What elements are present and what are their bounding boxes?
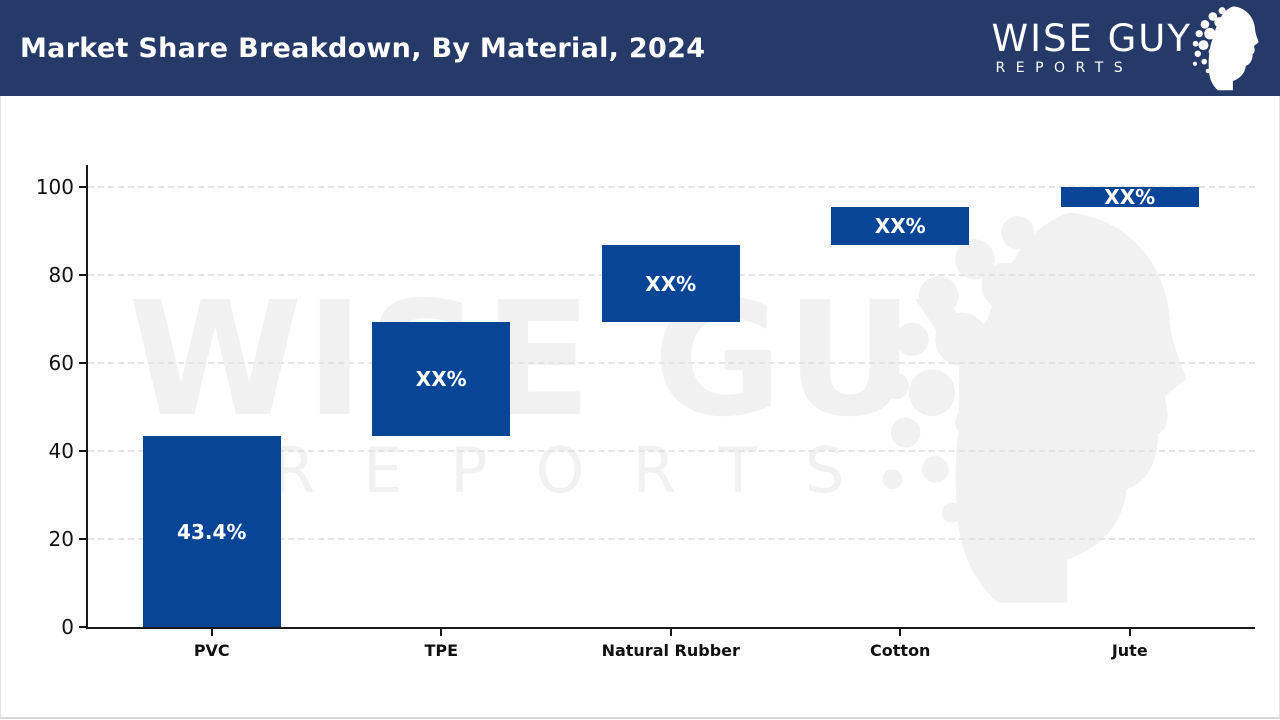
watermark-subtext: REPORTS [272,434,893,507]
y-axis-tick-label: 40 [48,439,74,463]
y-axis-tick [79,274,88,276]
y-axis-tick [79,626,88,628]
y-axis-tick-label: 80 [48,263,74,287]
y-axis-tick-label: 0 [61,615,74,639]
bar-value-label: XX% [415,367,467,392]
x-axis-category-label: Jute [1111,641,1148,660]
x-axis-tick [210,629,213,636]
watermark-text: WISE GUY [128,268,1035,452]
bar-tpe [372,322,511,437]
x-axis-category-label: Natural Rubber [601,641,740,660]
logo-wordmark: WISE GUY [991,17,1192,60]
gridline [88,538,1255,540]
y-axis-tick [79,538,88,540]
y-axis-tick-label: 100 [35,175,74,199]
y-axis-tick [79,186,88,188]
wiseguy-head-icon [1192,6,1259,91]
page-title: Market Share Breakdown, By Material, 202… [20,32,706,64]
chart-header: Market Share Breakdown, By Material, 202… [0,0,1280,96]
x-axis-tick [440,629,443,636]
bar-jute [1060,187,1199,208]
bar-cotton [831,207,970,246]
bar-value-label: 43.4% [177,519,247,544]
bar-value-label: XX% [874,214,926,239]
logo-subtext: REPORTS [995,60,1134,76]
gridline [88,450,1255,452]
x-axis-line [86,627,1255,629]
y-axis-tick [79,362,88,364]
y-axis-tick [79,450,88,452]
x-axis-tick [899,629,902,636]
bar-natural-rubber [601,245,740,323]
x-axis-tick [669,629,672,636]
y-axis-line [86,165,88,629]
y-axis-tick-label: 20 [48,527,74,551]
x-axis-tick [1128,629,1131,636]
wiseguy-logo-text: WISE GUY REPORTS [992,20,1192,76]
bar-pvc [142,436,281,627]
x-axis-category-label: TPE [424,641,459,660]
wiseguy-logo: WISE GUY REPORTS [992,5,1264,91]
gridline [88,362,1255,364]
x-axis-category-label: Cotton [870,641,931,660]
gridline [88,186,1255,188]
y-axis-tick-label: 60 [48,351,74,375]
bar-value-label: XX% [645,271,697,296]
x-axis-category-label: PVC [193,641,230,660]
chart-area: WISE GUY REPORTS 0 20 40 60 80 100 43.4% PVC XX%… [0,96,1280,720]
bar-value-label: XX% [1104,185,1156,210]
